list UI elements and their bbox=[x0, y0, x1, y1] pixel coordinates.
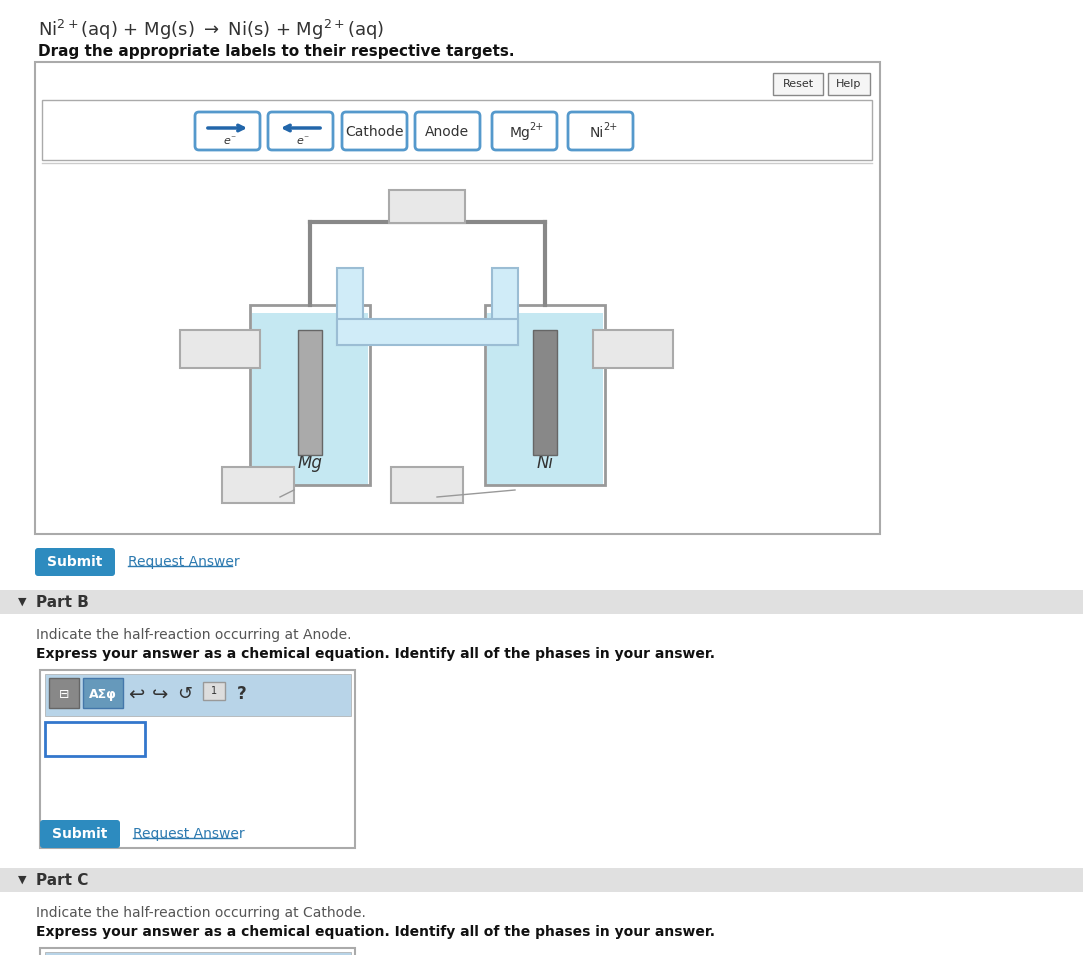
Bar bbox=[0, 868, 1083, 892]
Bar bbox=[593, 330, 673, 368]
Text: Help: Help bbox=[836, 79, 862, 89]
FancyBboxPatch shape bbox=[567, 112, 632, 150]
Text: ▼: ▼ bbox=[18, 597, 26, 607]
Bar bbox=[337, 319, 518, 345]
Text: 1: 1 bbox=[211, 686, 217, 696]
Bar bbox=[42, 100, 872, 160]
Bar bbox=[337, 268, 363, 345]
Bar bbox=[533, 330, 557, 455]
Text: ↩: ↩ bbox=[128, 685, 144, 704]
Text: ⊟: ⊟ bbox=[58, 688, 69, 701]
Bar bbox=[389, 190, 465, 223]
Bar bbox=[40, 948, 355, 955]
Bar bbox=[252, 313, 368, 485]
Bar bbox=[828, 73, 870, 95]
Bar bbox=[49, 678, 79, 708]
Text: Reset: Reset bbox=[782, 79, 813, 89]
Bar bbox=[203, 682, 225, 700]
Text: AΣφ: AΣφ bbox=[89, 688, 117, 701]
Text: e: e bbox=[223, 136, 231, 146]
Bar bbox=[0, 590, 1083, 614]
Text: e: e bbox=[297, 136, 303, 146]
FancyBboxPatch shape bbox=[342, 112, 407, 150]
Bar bbox=[391, 467, 464, 503]
Bar bbox=[298, 330, 322, 455]
FancyBboxPatch shape bbox=[415, 112, 480, 150]
Text: Anode: Anode bbox=[425, 125, 469, 139]
Text: Ni: Ni bbox=[590, 126, 604, 140]
Text: Cathode: Cathode bbox=[344, 125, 403, 139]
Bar bbox=[485, 305, 605, 485]
Bar bbox=[83, 678, 123, 708]
Bar bbox=[45, 952, 351, 955]
Text: ?: ? bbox=[237, 685, 247, 703]
Bar bbox=[45, 674, 351, 716]
Text: 2+: 2+ bbox=[529, 122, 544, 132]
Text: ⁻: ⁻ bbox=[303, 134, 309, 144]
Text: Request Answer: Request Answer bbox=[128, 555, 239, 569]
Text: ↪: ↪ bbox=[152, 685, 168, 704]
Text: ▼: ▼ bbox=[18, 875, 26, 885]
Text: Express your answer as a chemical equation. Identify all of the phases in your a: Express your answer as a chemical equati… bbox=[36, 925, 715, 939]
FancyBboxPatch shape bbox=[195, 112, 260, 150]
Bar bbox=[180, 330, 260, 368]
Text: Submit: Submit bbox=[52, 827, 107, 841]
Text: Mg: Mg bbox=[510, 126, 531, 140]
Bar bbox=[222, 467, 293, 503]
Bar bbox=[35, 62, 880, 534]
Text: Part B: Part B bbox=[36, 595, 89, 609]
Text: Indicate the half-reaction occurring at Anode.: Indicate the half-reaction occurring at … bbox=[36, 628, 352, 642]
FancyBboxPatch shape bbox=[40, 820, 120, 848]
Bar bbox=[250, 305, 370, 485]
Bar bbox=[492, 268, 518, 345]
Text: Ni$^{2+}$(aq) + Mg(s) $\rightarrow$ Ni(s) + Mg$^{2+}$(aq): Ni$^{2+}$(aq) + Mg(s) $\rightarrow$ Ni(s… bbox=[38, 18, 384, 42]
FancyBboxPatch shape bbox=[268, 112, 332, 150]
Bar bbox=[45, 722, 145, 756]
Text: ⁻: ⁻ bbox=[231, 134, 236, 144]
Text: 2+: 2+ bbox=[603, 122, 617, 132]
Text: Ni: Ni bbox=[536, 454, 553, 472]
Bar bbox=[773, 73, 823, 95]
FancyBboxPatch shape bbox=[492, 112, 557, 150]
Text: Mg: Mg bbox=[298, 454, 323, 472]
Text: Request Answer: Request Answer bbox=[133, 827, 245, 841]
Text: Drag the appropriate labels to their respective targets.: Drag the appropriate labels to their res… bbox=[38, 44, 514, 59]
Bar bbox=[40, 670, 355, 848]
FancyBboxPatch shape bbox=[35, 548, 115, 576]
Bar bbox=[487, 313, 603, 485]
Text: Indicate the half-reaction occurring at Cathode.: Indicate the half-reaction occurring at … bbox=[36, 906, 366, 920]
Text: ↺: ↺ bbox=[178, 685, 193, 703]
Text: Express your answer as a chemical equation. Identify all of the phases in your a: Express your answer as a chemical equati… bbox=[36, 647, 715, 661]
Text: Submit: Submit bbox=[48, 555, 103, 569]
Text: Part C: Part C bbox=[36, 873, 89, 887]
